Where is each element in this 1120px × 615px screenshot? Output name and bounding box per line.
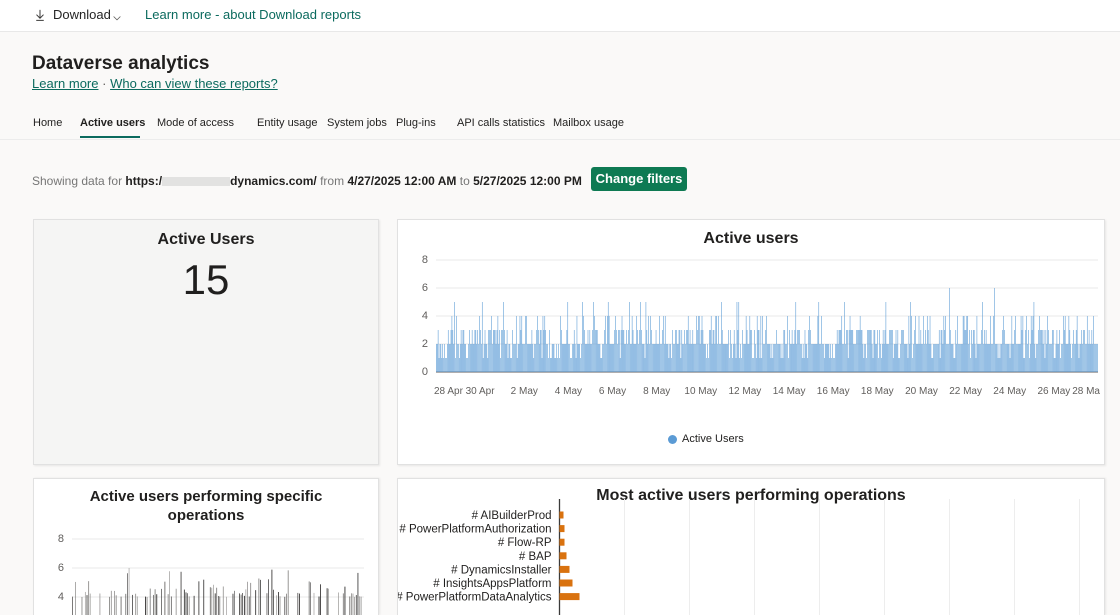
svg-text:0: 0 bbox=[422, 366, 428, 378]
svg-text:# PowerPlatformAuthorization: # PowerPlatformAuthorization bbox=[399, 524, 551, 536]
svg-text:12 May: 12 May bbox=[729, 386, 762, 397]
svg-text:10 May: 10 May bbox=[684, 386, 717, 397]
svg-text:# PowerPlatformDataAnalytics: # PowerPlatformDataAnalytics bbox=[398, 592, 552, 604]
svg-text:6: 6 bbox=[422, 282, 428, 294]
svg-text:6 May: 6 May bbox=[599, 386, 626, 397]
svg-text:30 Apr: 30 Apr bbox=[466, 386, 496, 397]
svg-text:2: 2 bbox=[422, 338, 428, 350]
svg-text:# BAP: # BAP bbox=[519, 551, 552, 563]
svg-text:16 May: 16 May bbox=[817, 386, 850, 397]
svg-text:8 May: 8 May bbox=[643, 386, 670, 397]
svg-text:# DynamicsInstaller: # DynamicsInstaller bbox=[451, 564, 552, 576]
svg-text:14 May: 14 May bbox=[773, 386, 806, 397]
svg-text:22 May: 22 May bbox=[949, 386, 982, 397]
svg-text:24 May: 24 May bbox=[993, 386, 1026, 397]
svg-text:8: 8 bbox=[422, 254, 428, 266]
svg-text:# InsightsAppsPlatform: # InsightsAppsPlatform bbox=[433, 578, 551, 590]
svg-text:4: 4 bbox=[58, 591, 64, 603]
svg-text:# Flow-RP: # Flow-RP bbox=[498, 537, 552, 549]
svg-text:20 May: 20 May bbox=[905, 386, 938, 397]
svg-text:# AIBuilderProd: # AIBuilderProd bbox=[472, 510, 552, 522]
svg-text:4 May: 4 May bbox=[555, 386, 582, 397]
svg-text:26 May: 26 May bbox=[1038, 386, 1071, 397]
svg-text:28 Apr: 28 Apr bbox=[434, 386, 464, 397]
svg-text:4: 4 bbox=[422, 310, 428, 322]
svg-text:28 Ma: 28 Ma bbox=[1072, 386, 1100, 397]
svg-text:8: 8 bbox=[58, 533, 64, 545]
svg-text:2 May: 2 May bbox=[511, 386, 538, 397]
svg-text:6: 6 bbox=[58, 562, 64, 574]
svg-text:18 May: 18 May bbox=[861, 386, 894, 397]
